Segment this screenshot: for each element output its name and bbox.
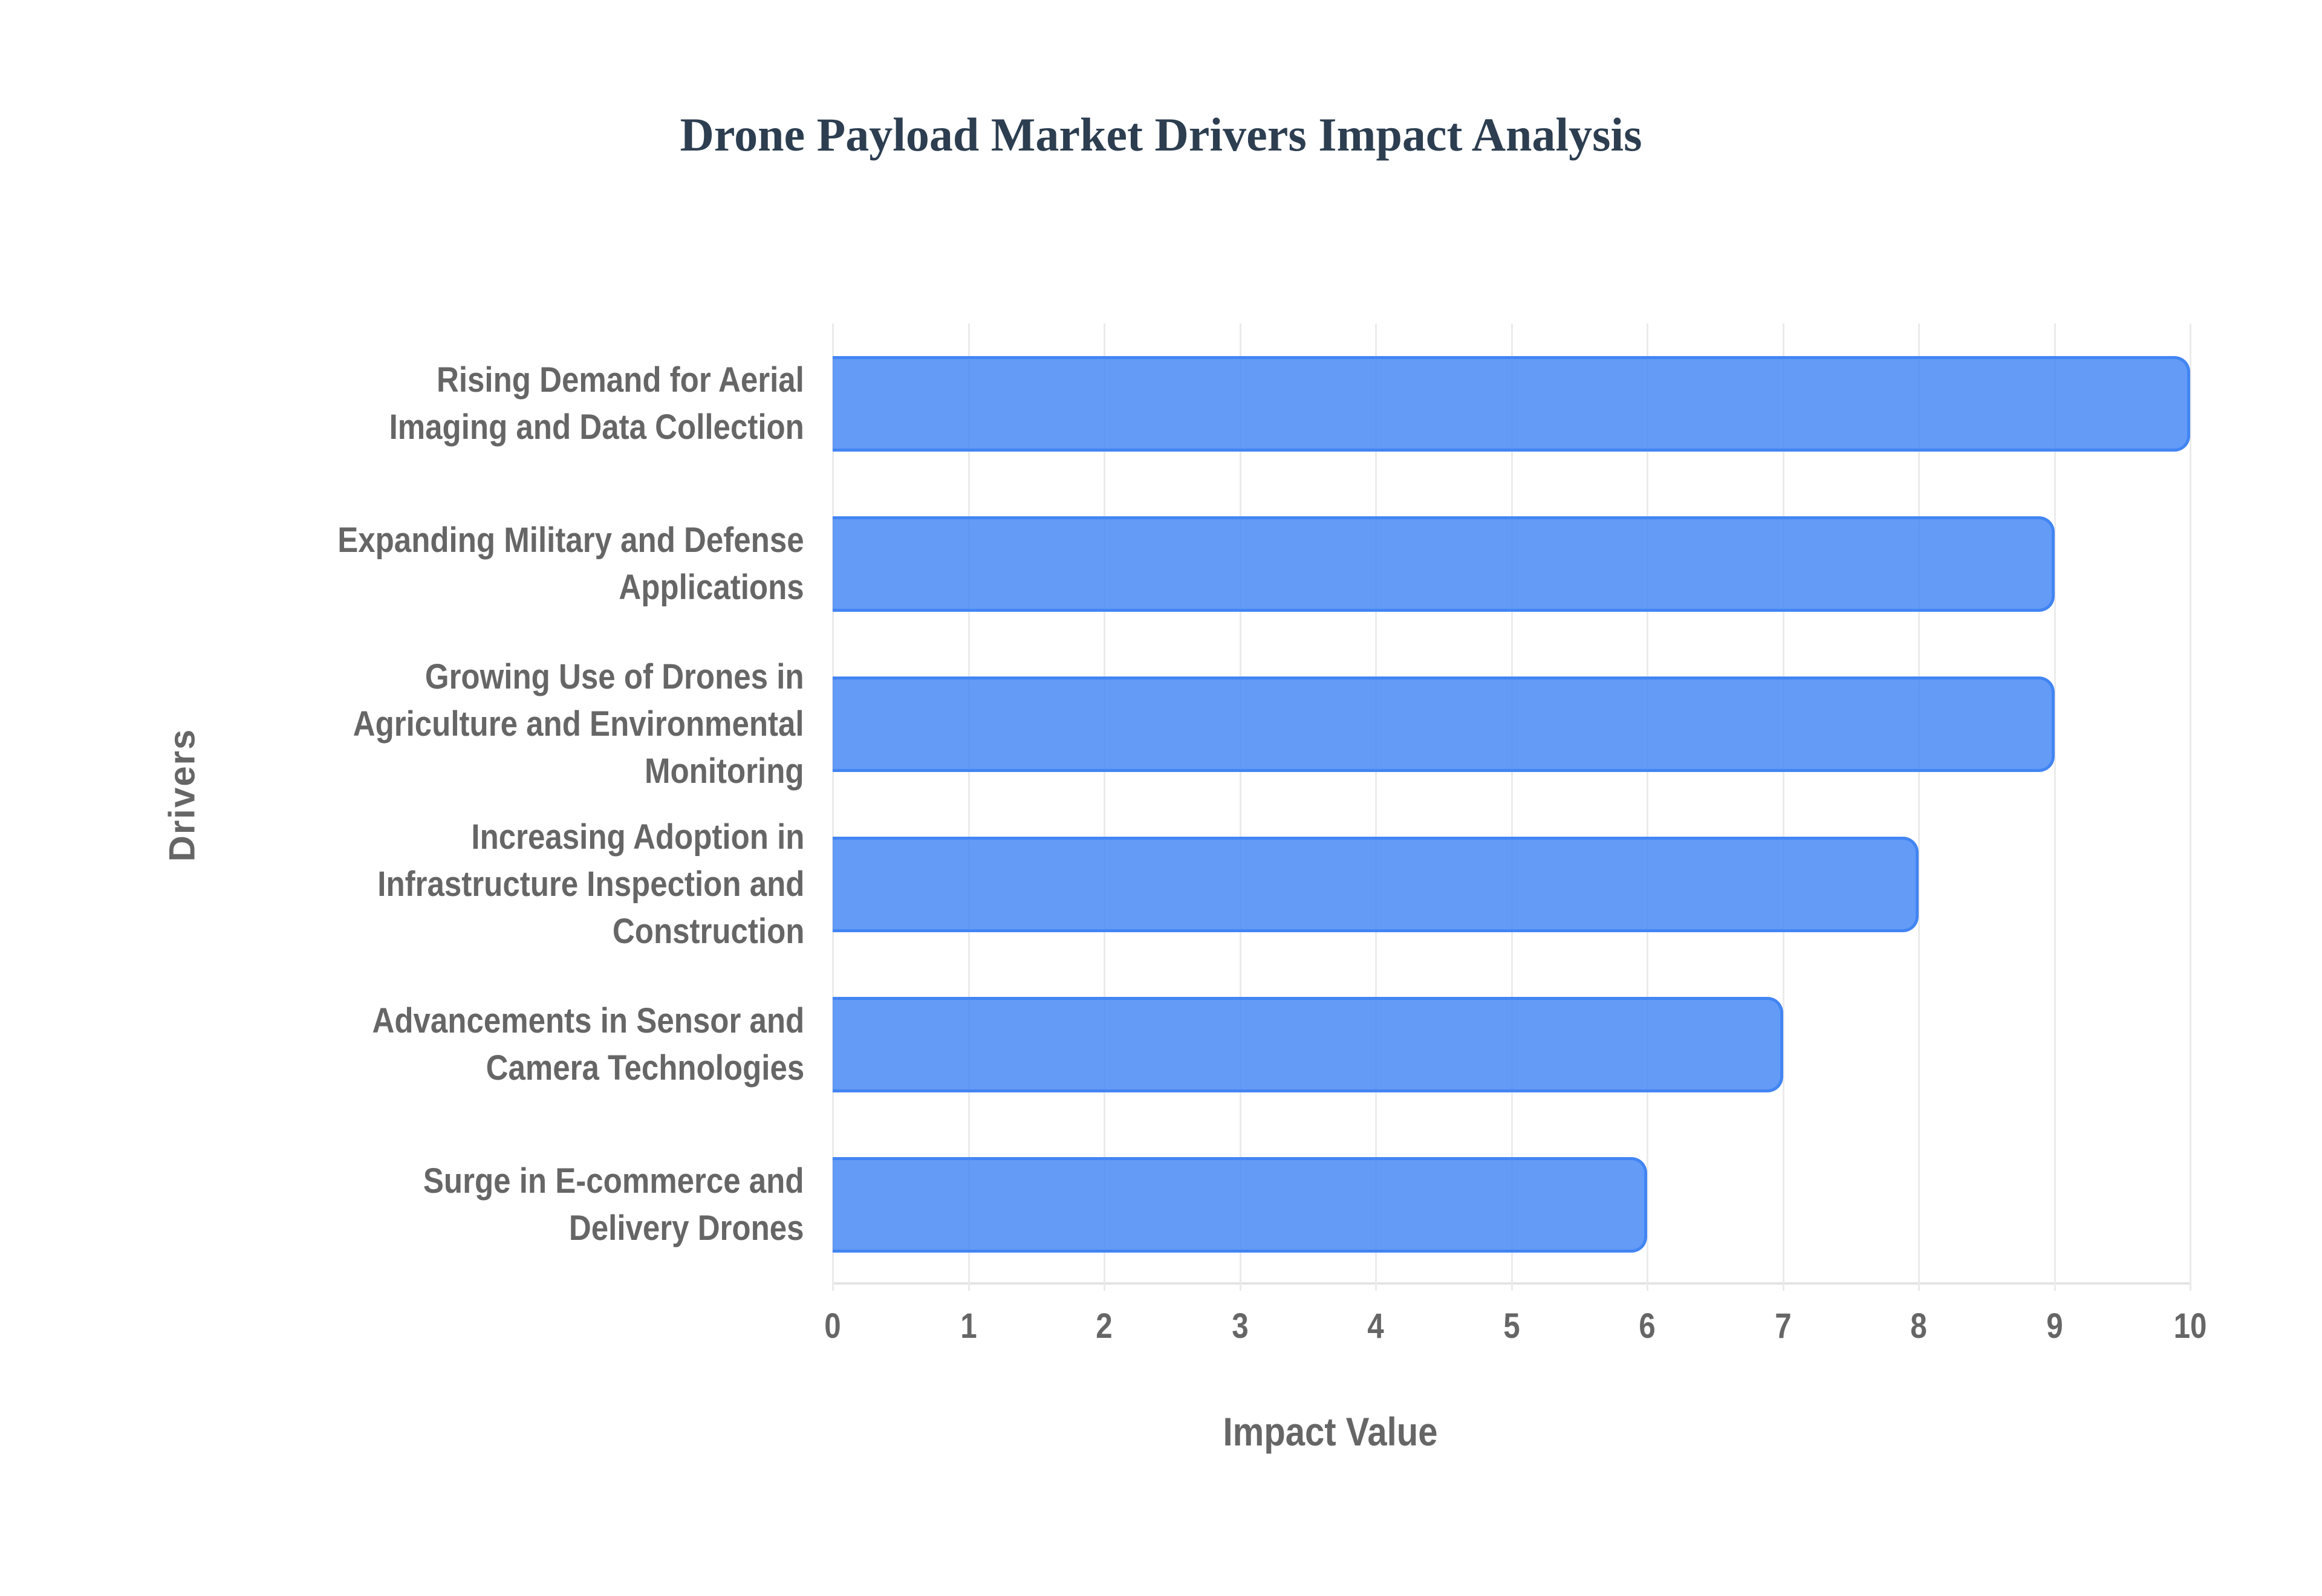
gridline	[1511, 323, 1513, 1291]
y-tick-label: Expanding Military and Defense Applicatio…	[0, 484, 804, 644]
gridline	[1782, 323, 1784, 1291]
y-tick-label-line: Imaging and Data Collection	[389, 407, 804, 447]
y-tick-label-line: Surge in E-commerce and	[423, 1161, 804, 1201]
x-tick-label: 2	[1096, 1306, 1113, 1346]
gridline	[1375, 323, 1377, 1291]
y-tick-label-line: Rising Demand for Aerial	[437, 360, 804, 400]
x-tick-label: 1	[960, 1306, 977, 1346]
y-tick-label-line: Growing Use of Drones in	[425, 657, 804, 696]
gridline	[1104, 323, 1105, 1291]
y-tick-label-line: Expanding Military and Defense	[337, 520, 804, 560]
bar[interactable]	[833, 516, 2055, 612]
y-tick-label-line: Monitoring	[645, 751, 804, 791]
gridline	[2190, 323, 2191, 1291]
bar[interactable]	[833, 836, 1919, 932]
y-tick-label: Surge in E-commerce and Delivery Drones	[0, 1124, 804, 1285]
y-tick-label-line: Construction	[612, 911, 804, 951]
y-tick-label-line: Agriculture and Environmental	[353, 704, 804, 744]
y-tick-label-line: Infrastructure Inspection and	[377, 864, 804, 904]
chart-title: Drone Payload Market Drivers Impact Anal…	[680, 108, 1642, 161]
x-tick-label: 3	[1231, 1306, 1249, 1346]
gridline	[1647, 323, 1648, 1291]
y-tick-label-line: Applications	[619, 567, 804, 607]
bar[interactable]	[833, 676, 2055, 772]
gridline	[1239, 323, 1241, 1291]
x-axis-title: Impact Value	[1223, 1409, 1438, 1454]
bar[interactable]	[833, 1156, 1647, 1253]
y-tick-label: Growing Use of Drones in Agriculture and …	[0, 644, 804, 804]
x-tick-label: 4	[1367, 1306, 1384, 1346]
y-tick-label-line: Camera Technologies	[486, 1048, 804, 1088]
y-tick-label: Advancements in Sensor and Camera Technol…	[0, 964, 804, 1124]
y-tick-label-line: Delivery Drones	[569, 1208, 804, 1248]
x-tick-label: 6	[1639, 1306, 1656, 1346]
gridline	[2054, 323, 2056, 1291]
x-tick-label: 7	[1774, 1306, 1792, 1346]
x-tick-label: 8	[1910, 1306, 1927, 1346]
gridline	[832, 323, 834, 1291]
y-tick-label-line: Increasing Adoption in	[470, 817, 804, 857]
x-tick-label: 0	[824, 1306, 841, 1346]
y-tick-label: Increasing Adoption in Infrastructure Ins…	[0, 804, 804, 964]
plot-area	[832, 323, 2191, 1291]
y-tick-label: Rising Demand for Aerial Imaging and Data…	[0, 323, 804, 484]
x-tick-label: 9	[2046, 1306, 2063, 1346]
gridline	[1918, 323, 1920, 1291]
y-tick-label-line: Advancements in Sensor and	[372, 1001, 804, 1040]
gridline	[968, 323, 970, 1291]
x-tick-label: 5	[1503, 1306, 1520, 1346]
bar[interactable]	[833, 996, 1783, 1092]
x-tick-label: 10	[2173, 1306, 2207, 1346]
bar[interactable]	[833, 355, 2190, 452]
